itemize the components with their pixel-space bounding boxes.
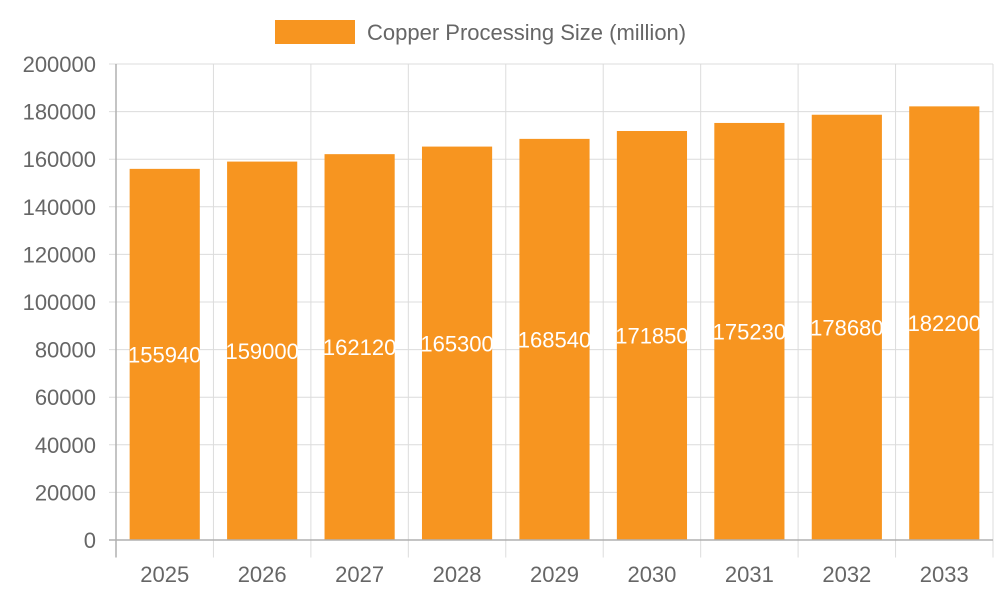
y-tick-label: 140000 <box>23 195 96 220</box>
legend[interactable]: Copper Processing Size (million) <box>275 20 686 45</box>
labels: 0 20000 40000 60000 80000 100000 120000 140000 1… <box>23 52 981 587</box>
data-label-2030: 171850 <box>615 323 688 348</box>
data-label-2027: 162120 <box>323 335 396 360</box>
y-tick-label: 120000 <box>23 242 96 267</box>
x-tick-label-2031: 2031 <box>725 562 774 587</box>
y-tick-label: 60000 <box>35 385 96 410</box>
data-label-2025: 155940 <box>128 342 201 367</box>
x-tick-label-2026: 2026 <box>238 562 287 587</box>
x-tick-label-2029: 2029 <box>530 562 579 587</box>
x-tick-label-2027: 2027 <box>335 562 384 587</box>
y-tick-label: 160000 <box>23 147 96 172</box>
data-label-2026: 159000 <box>225 339 298 364</box>
x-tick-label-2033: 2033 <box>920 562 969 587</box>
data-label-2029: 168540 <box>518 327 591 352</box>
data-label-2028: 165300 <box>420 331 493 356</box>
y-tick-label: 0 <box>84 528 96 553</box>
data-label-2033: 182200 <box>908 311 981 336</box>
y-tick-label: 40000 <box>35 433 96 458</box>
y-tick-label: 80000 <box>35 338 96 363</box>
bar-2030[interactable] <box>616 130 688 540</box>
legend-label[interactable]: Copper Processing Size (million) <box>367 20 686 45</box>
y-tick-label: 20000 <box>35 480 96 505</box>
bar-2028[interactable] <box>421 146 493 540</box>
bar-2031[interactable] <box>714 122 785 540</box>
y-tick-label: 100000 <box>23 290 96 315</box>
bar-2026[interactable] <box>227 161 298 540</box>
bar-2027[interactable] <box>324 154 395 540</box>
x-tick-label-2030: 2030 <box>627 562 676 587</box>
data-label-2031: 175230 <box>713 319 786 344</box>
bar-2025[interactable] <box>129 168 200 540</box>
data-label-2032: 178680 <box>810 315 883 340</box>
x-tick-label-2025: 2025 <box>140 562 189 587</box>
y-tick-label: 200000 <box>23 52 96 77</box>
axes <box>109 64 993 558</box>
legend-swatch[interactable] <box>275 20 355 44</box>
x-tick-label-2028: 2028 <box>433 562 482 587</box>
x-tick-label-2032: 2032 <box>822 562 871 587</box>
bar-2033[interactable] <box>909 106 980 540</box>
y-tick-label: 180000 <box>23 100 96 125</box>
bar-2032[interactable] <box>811 114 882 540</box>
bars <box>129 106 980 540</box>
bar-2029[interactable] <box>519 138 590 540</box>
